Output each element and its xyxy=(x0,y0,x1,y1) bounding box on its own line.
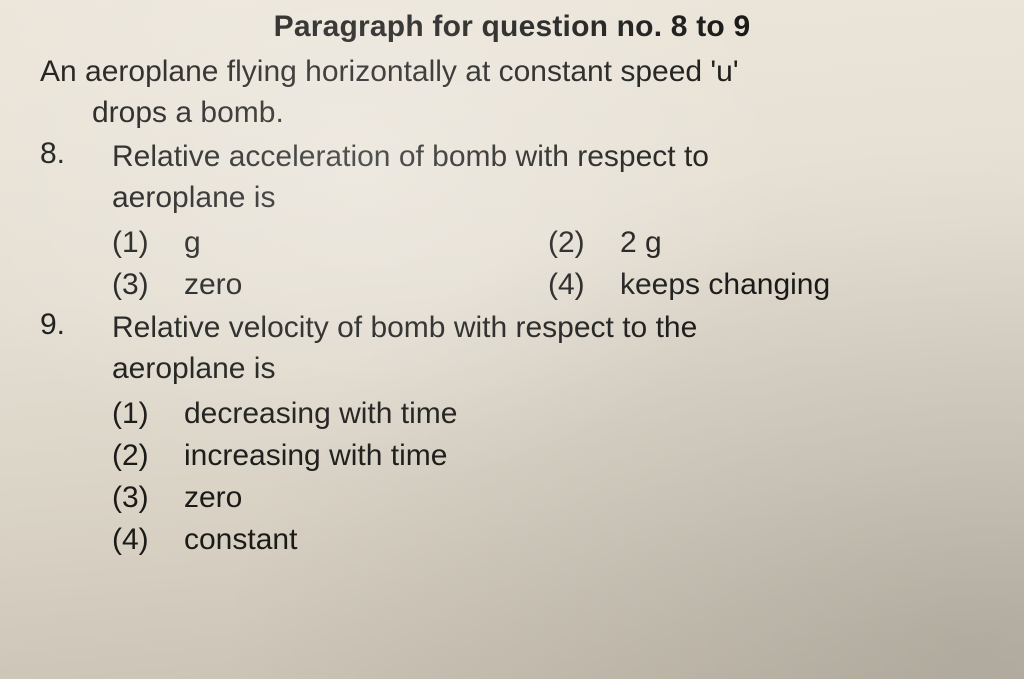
q9-option-2-mark: (2) xyxy=(112,435,184,477)
q9-option-3-label: zero xyxy=(184,477,242,519)
q8-option-4: (4) keeps changing xyxy=(548,264,984,306)
question-8-body: Relative acceleration of bomb with respe… xyxy=(112,137,984,306)
question-9-body: Relative velocity of bomb with respect t… xyxy=(112,308,984,561)
question-8-options: (1) g (3) zero (2) 2 g (4) keeps xyxy=(112,222,984,306)
q8-option-1: (1) g xyxy=(112,222,548,264)
question-9-text-line-1: Relative velocity of bomb with respect t… xyxy=(112,311,697,344)
q9-option-1-mark: (1) xyxy=(112,393,184,435)
question-page: Paragraph for question no. 8 to 9 An aer… xyxy=(0,0,1024,561)
intro-text: An aeroplane flying horizontally at cons… xyxy=(40,52,984,133)
q9-option-4: (4) constant xyxy=(112,519,984,561)
q9-option-3-mark: (3) xyxy=(112,477,184,519)
paragraph-heading: Paragraph for question no. 8 to 9 xyxy=(40,10,984,44)
q8-option-2-mark: (2) xyxy=(548,222,620,264)
q8-option-3: (3) zero xyxy=(112,264,548,306)
q9-option-4-label: constant xyxy=(184,519,297,561)
question-9-number: 9. xyxy=(40,308,112,342)
question-8: 8. Relative acceleration of bomb with re… xyxy=(40,137,984,306)
q9-option-2: (2) increasing with time xyxy=(112,435,984,477)
question-9-options: (1) decreasing with time (2) increasing … xyxy=(112,393,984,561)
question-8-options-right: (2) 2 g (4) keeps changing xyxy=(548,222,984,306)
intro-line-2: drops a bomb. xyxy=(92,96,284,129)
q8-option-3-label: zero xyxy=(184,264,242,306)
q9-option-2-label: increasing with time xyxy=(184,435,447,477)
question-8-number: 8. xyxy=(40,137,112,171)
q9-option-1-label: decreasing with time xyxy=(184,393,457,435)
q8-option-2: (2) 2 g xyxy=(548,222,984,264)
q8-option-2-label: 2 g xyxy=(620,222,662,264)
question-8-text-line-2: aeroplane is xyxy=(112,181,275,214)
q9-option-1: (1) decreasing with time xyxy=(112,393,984,435)
q8-option-1-label: g xyxy=(184,222,201,264)
intro-line-1: An aeroplane flying horizontally at cons… xyxy=(40,55,739,88)
q9-option-4-mark: (4) xyxy=(112,519,184,561)
q8-option-3-mark: (3) xyxy=(112,264,184,306)
q8-option-4-mark: (4) xyxy=(548,264,620,306)
question-9: 9. Relative velocity of bomb with respec… xyxy=(40,308,984,561)
question-8-text-line-1: Relative acceleration of bomb with respe… xyxy=(112,140,709,173)
question-9-text-line-2: aeroplane is xyxy=(112,352,275,385)
q9-option-3: (3) zero xyxy=(112,477,984,519)
q8-option-4-label: keeps changing xyxy=(620,264,830,306)
q8-option-1-mark: (1) xyxy=(112,222,184,264)
question-8-options-left: (1) g (3) zero xyxy=(112,222,548,306)
